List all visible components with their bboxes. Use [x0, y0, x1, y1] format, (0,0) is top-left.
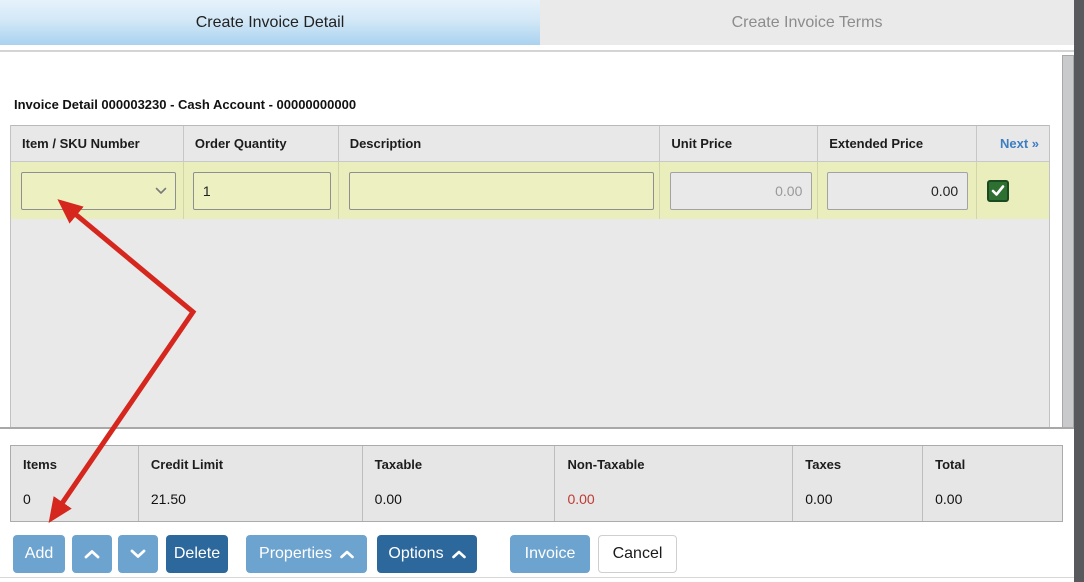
- invoice-detail-table: Item / SKU Number Order Quantity Descrip…: [10, 125, 1050, 427]
- tab-divider: [0, 50, 1074, 52]
- summary-credit-limit-value: 21.50: [150, 491, 186, 507]
- unit-price-cell: [660, 162, 819, 219]
- summary-total-label: Total: [935, 457, 966, 472]
- summary-taxable: Taxable 0.00: [363, 446, 556, 521]
- properties-button-label: Properties: [259, 545, 332, 562]
- column-header-order-quantity: Order Quantity: [184, 126, 339, 161]
- row-selected-checkbox[interactable]: [987, 179, 1010, 202]
- summary-taxes-label: Taxes: [805, 457, 842, 472]
- vertical-scrollbar[interactable]: [1062, 55, 1074, 428]
- order-quantity-input[interactable]: [192, 171, 331, 210]
- detail-table-header: Item / SKU Number Order Quantity Descrip…: [11, 125, 1049, 162]
- summary-items: Items 0: [11, 446, 139, 521]
- options-button[interactable]: Options: [377, 535, 477, 573]
- invoice-summary-table: Items 0 Credit Limit 21.50 Taxable 0.00 …: [10, 445, 1063, 522]
- window-right-edge: [1074, 0, 1084, 582]
- options-button-label: Options: [388, 545, 444, 562]
- item-sku-cell: [11, 162, 184, 219]
- summary-items-label: Items: [23, 457, 57, 472]
- column-header-item-sku: Item / SKU Number: [11, 126, 184, 161]
- item-sku-select[interactable]: [21, 171, 176, 210]
- move-up-button[interactable]: [72, 535, 112, 573]
- summary-total: Total 0.00: [923, 446, 1062, 521]
- chevron-down-icon: [130, 549, 146, 558]
- summary-taxes-value: 0.00: [805, 491, 833, 507]
- invoice-button[interactable]: Invoice: [510, 535, 590, 573]
- move-down-button[interactable]: [118, 535, 158, 573]
- detail-pane-divider: [0, 427, 1074, 429]
- order-quantity-cell: [184, 162, 339, 219]
- chevron-up-icon: [451, 550, 466, 558]
- delete-button[interactable]: Delete: [166, 535, 228, 573]
- add-button[interactable]: Add: [13, 535, 65, 573]
- summary-non-taxable-label: Non-Taxable: [567, 457, 645, 472]
- extended-price-input[interactable]: [827, 171, 969, 210]
- invoice-line-row: [11, 162, 1049, 219]
- chevron-up-icon: [340, 550, 354, 558]
- summary-credit-limit: Credit Limit 21.50: [139, 446, 363, 521]
- column-header-unit-price: Unit Price: [660, 126, 819, 161]
- description-input[interactable]: [348, 171, 654, 210]
- summary-items-value: 0: [23, 491, 31, 507]
- page-title: Invoice Detail 000003230 - Cash Account …: [14, 97, 357, 112]
- column-header-extended-price: Extended Price: [818, 126, 978, 161]
- check-icon: [991, 184, 1005, 196]
- chevron-up-icon: [84, 550, 100, 559]
- summary-non-taxable-value: 0.00: [567, 491, 595, 507]
- footer-divider: [0, 577, 1074, 578]
- cancel-button[interactable]: Cancel: [598, 535, 677, 573]
- extended-price-cell: [818, 162, 978, 219]
- summary-non-taxable: Non-Taxable 0.00: [555, 446, 794, 521]
- tab-create-invoice-terms[interactable]: Create Invoice Terms: [540, 0, 1074, 45]
- summary-credit-limit-label: Credit Limit: [150, 457, 224, 472]
- summary-taxes: Taxes 0.00: [793, 446, 924, 521]
- properties-button[interactable]: Properties: [246, 535, 367, 573]
- summary-taxable-label: Taxable: [374, 457, 423, 472]
- next-column-cell: Next »: [977, 126, 1049, 161]
- detail-table-empty-area: [11, 219, 1049, 427]
- tab-create-invoice-detail[interactable]: Create Invoice Detail: [0, 0, 540, 45]
- row-select-cell: [977, 162, 1049, 219]
- unit-price-input[interactable]: [670, 171, 813, 210]
- summary-total-value: 0.00: [935, 491, 963, 507]
- column-header-description: Description: [339, 126, 661, 161]
- summary-taxable-value: 0.00: [374, 491, 402, 507]
- next-link[interactable]: Next »: [999, 136, 1039, 151]
- description-cell: [339, 162, 661, 219]
